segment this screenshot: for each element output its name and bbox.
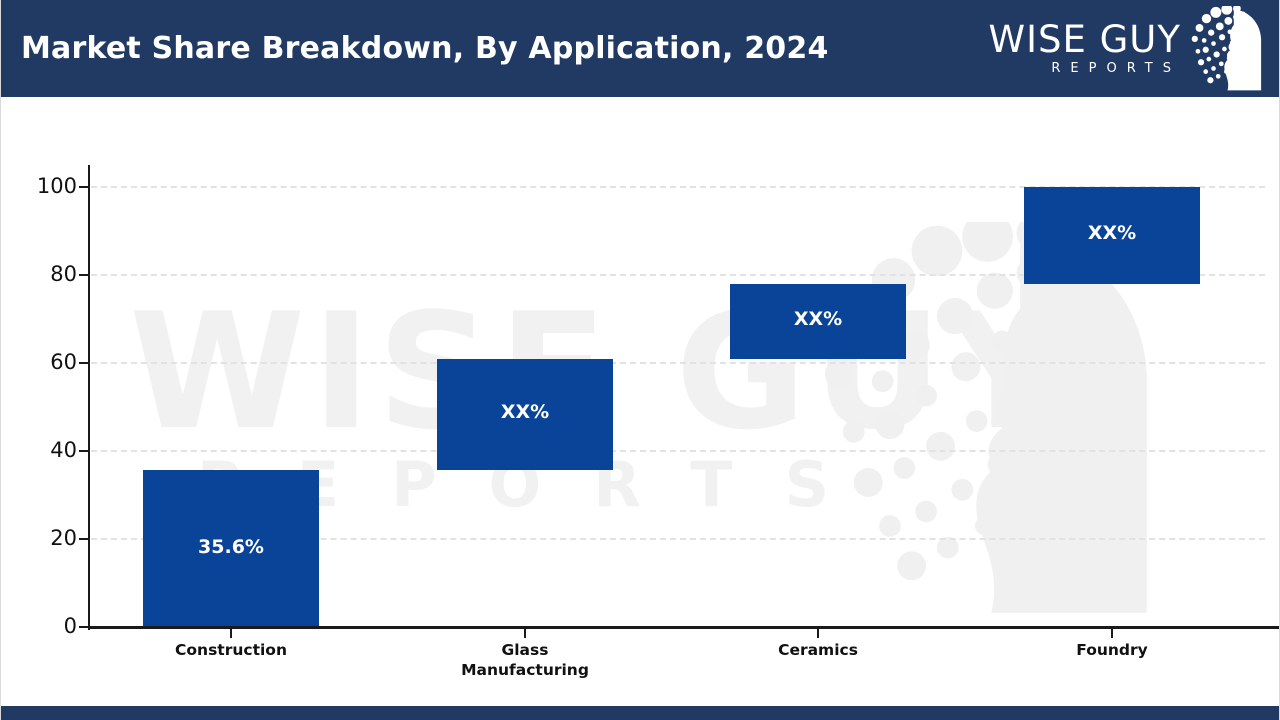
grid-line (91, 538, 1265, 540)
grid-line (91, 186, 1265, 188)
bar-construction (143, 470, 319, 627)
x-axis-tick (817, 629, 819, 638)
wise-guy-logo: WISE GUY REPORTS (988, 5, 1265, 92)
y-tick-label: 60 (50, 350, 77, 374)
x-axis-line (88, 626, 1279, 629)
bar-value-label: 35.6% (198, 535, 264, 558)
x-axis-tick (1111, 629, 1113, 638)
bar-ceramics (730, 283, 906, 359)
x-axis-tick (230, 629, 232, 638)
y-axis-tick (79, 362, 88, 364)
bar-value-label: XX% (1087, 222, 1137, 245)
grid-line (91, 450, 1265, 452)
x-category-label: Construction (175, 641, 287, 659)
y-tick-label: 40 (50, 438, 77, 462)
grid-line (91, 274, 1265, 276)
watermark-dotted-face (824, 222, 1147, 613)
x-category-label: Ceramics (778, 641, 858, 659)
bar-foundry (1024, 187, 1200, 284)
y-tick-label: 0 (63, 614, 77, 638)
page-title: Market Share Breakdown, By Application, … (21, 31, 829, 66)
footer-bar (1, 706, 1279, 720)
logo-wordmark: WISE GUY (988, 18, 1181, 61)
x-axis-tick (524, 629, 526, 638)
y-axis-tick (79, 186, 88, 188)
y-tick-label: 20 (50, 526, 77, 550)
y-axis-line (88, 165, 90, 630)
y-axis-tick (79, 538, 88, 540)
x-category-label: Foundry (1076, 641, 1148, 659)
logo-text: WISE GUY REPORTS (988, 18, 1181, 77)
y-tick-label: 100 (36, 174, 77, 198)
x-category-label: Glass Manufacturing (461, 641, 589, 679)
header-bar: Market Share Breakdown, By Application, … (1, 0, 1279, 97)
bar-glass-manufacturing (437, 358, 613, 471)
logo-subtitle: REPORTS (1051, 61, 1181, 76)
y-axis-tick (79, 626, 88, 628)
y-tick-label: 80 (50, 262, 77, 286)
y-axis-tick (79, 274, 88, 276)
bar-value-label: XX% (793, 308, 843, 331)
dotted-face-icon (1191, 5, 1262, 90)
grid-line (91, 362, 1265, 364)
y-axis-tick (79, 450, 88, 452)
bar-value-label: XX% (500, 401, 550, 424)
